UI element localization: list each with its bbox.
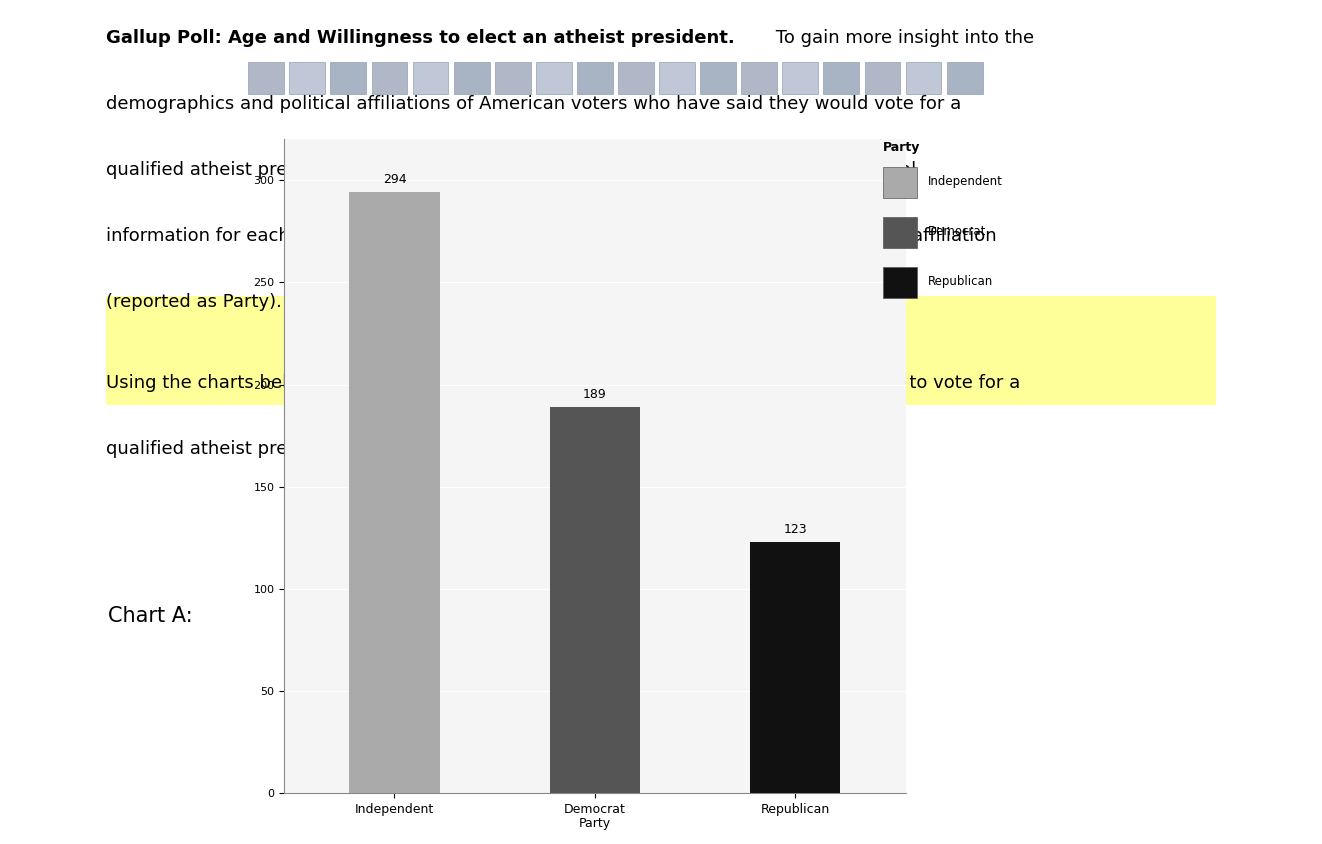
FancyBboxPatch shape xyxy=(783,62,818,94)
Bar xyxy=(550,407,640,793)
Text: Party: Party xyxy=(883,141,920,154)
Text: Gallup Poll: Age and Willingness to elect an atheist president.: Gallup Poll: Age and Willingness to elec… xyxy=(106,29,735,46)
Text: Chart A:: Chart A: xyxy=(108,606,193,626)
FancyBboxPatch shape xyxy=(865,62,900,94)
FancyBboxPatch shape xyxy=(701,62,736,94)
FancyBboxPatch shape xyxy=(290,62,325,94)
Text: Democrat: Democrat xyxy=(928,225,986,238)
Text: (reported as Party).: (reported as Party). xyxy=(106,293,282,311)
Bar xyxy=(751,542,841,793)
FancyBboxPatch shape xyxy=(494,62,530,94)
FancyBboxPatch shape xyxy=(619,62,654,94)
FancyBboxPatch shape xyxy=(576,62,613,94)
Text: demographics and political affiliations of American voters who have said they wo: demographics and political affiliations … xyxy=(106,95,961,112)
FancyBboxPatch shape xyxy=(906,62,941,94)
FancyBboxPatch shape xyxy=(106,296,1216,456)
Text: Using the charts below, what is the mean age group for the respondents who are w: Using the charts below, what is the mean… xyxy=(106,374,1021,392)
FancyBboxPatch shape xyxy=(660,62,695,94)
FancyBboxPatch shape xyxy=(883,267,917,299)
FancyBboxPatch shape xyxy=(742,62,777,94)
Text: Republican: Republican xyxy=(928,275,993,289)
FancyBboxPatch shape xyxy=(947,62,982,94)
Text: information for each respondent, such as their age (reported as Age Group) and p: information for each respondent, such as… xyxy=(106,226,997,245)
FancyBboxPatch shape xyxy=(535,62,571,94)
FancyBboxPatch shape xyxy=(453,62,489,94)
Text: 294: 294 xyxy=(382,173,406,187)
Text: 189: 189 xyxy=(583,388,607,401)
Text: 123: 123 xyxy=(784,522,808,536)
FancyBboxPatch shape xyxy=(883,166,917,198)
Text: qualified atheist presidential candidate?: qualified atheist presidential candidate… xyxy=(106,440,468,458)
FancyBboxPatch shape xyxy=(824,62,859,94)
Text: qualified atheist presidential candidate, the designers of a Gallup Poll recorde: qualified atheist presidential candidate… xyxy=(106,160,916,179)
X-axis label: Party: Party xyxy=(579,818,611,830)
Text: Independent: Independent xyxy=(928,175,1002,188)
Bar xyxy=(349,192,439,793)
FancyBboxPatch shape xyxy=(330,62,366,94)
FancyBboxPatch shape xyxy=(412,62,448,94)
FancyBboxPatch shape xyxy=(249,62,284,94)
FancyBboxPatch shape xyxy=(371,62,407,94)
FancyBboxPatch shape xyxy=(883,217,917,248)
Text: To gain more insight into the: To gain more insight into the xyxy=(769,29,1034,46)
